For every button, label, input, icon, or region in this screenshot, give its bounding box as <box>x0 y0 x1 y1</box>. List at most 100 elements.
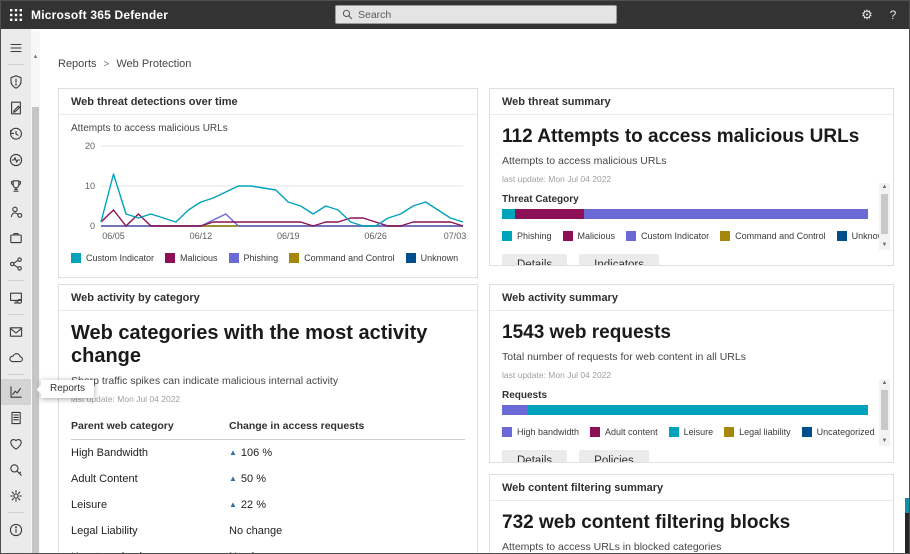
scrollbar-thumb[interactable] <box>881 194 888 234</box>
legend-swatch <box>626 231 637 241</box>
monitor-icon <box>8 290 24 306</box>
search-input[interactable]: Search <box>335 5 617 24</box>
scrollbar-thumb[interactable] <box>881 390 888 430</box>
mail-icon <box>8 324 24 340</box>
table-row: Leisure ▲ 22 % <box>71 492 465 518</box>
scrollbar-up-arrow-icon[interactable]: ▲ <box>881 380 888 386</box>
legend-item-unknown[interactable]: Unknown <box>836 231 889 241</box>
y-axis-label: 0 <box>90 221 95 231</box>
legend-swatch <box>562 231 573 241</box>
indicators-button[interactable]: Indicators <box>579 254 660 265</box>
scrollbar-up-arrow-icon[interactable]: ▲ <box>32 54 39 60</box>
legend-item-command-and-control[interactable]: Command and Control <box>289 253 395 263</box>
bar-segment-custom-indicator[interactable] <box>583 209 868 219</box>
sidebar-scrollbar[interactable]: ▲ <box>31 31 40 553</box>
sidebar-item-heart[interactable] <box>1 431 31 457</box>
scrollbar-down-arrow-icon[interactable]: ▼ <box>881 242 888 248</box>
sidebar-item-history[interactable] <box>1 121 31 147</box>
legend-swatch <box>289 253 300 263</box>
sidebar-divider <box>8 512 24 514</box>
top-bar: Microsoft 365 Defender Search ⚙ ? <box>1 1 909 29</box>
legend-label: High bandwidth <box>517 427 580 437</box>
sidebar-item-briefcase[interactable] <box>1 225 31 251</box>
policies-button[interactable]: Policies <box>579 450 649 462</box>
last-update: last update: Mon Jul 04 2022 <box>502 174 612 184</box>
line-chart-legend: Custom Indicator Malicious Phishing Command… <box>71 253 465 263</box>
legend-item-phishing[interactable]: Phishing <box>228 253 278 263</box>
legend-item-leisure[interactable]: Leisure <box>668 427 713 437</box>
app-launcher-waffle-icon[interactable] <box>1 9 31 21</box>
search-icon <box>342 9 353 20</box>
legend-item-phishing[interactable]: Phishing <box>502 231 552 241</box>
summary-subtitle: Attempts to access URLs in blocked categ… <box>502 541 722 553</box>
card-activity-summary: Web activity summary 1543 web requests T… <box>489 284 894 463</box>
legend-item-custom-indicator[interactable]: Custom Indicator <box>71 253 154 263</box>
legend-item-high-bandwidth[interactable]: High bandwidth <box>502 427 579 437</box>
settings-gear-icon[interactable]: ⚙ <box>861 7 873 22</box>
sidebar-item-menu[interactable] <box>1 35 31 61</box>
last-update: last update: Mon Jul 04 2022 <box>71 394 181 404</box>
bar-label: Threat Category <box>502 194 579 205</box>
legend-item-command-and-control[interactable]: Command and Control <box>720 231 826 241</box>
sidebar-item-trophy[interactable] <box>1 173 31 199</box>
legend-label: Adult content <box>605 427 658 437</box>
sidebar-item-info[interactable] <box>1 517 31 543</box>
bar-segment-leisure[interactable] <box>527 405 868 415</box>
category-cell: Uncategorized <box>71 544 229 553</box>
sidebar-item-shield[interactable] <box>1 69 31 95</box>
sidebar-item-gear[interactable] <box>1 483 31 509</box>
legend-label: Uncategorized <box>816 427 875 437</box>
sidebar-item-pulse[interactable] <box>1 147 31 173</box>
sidebar-item-person[interactable] <box>1 199 31 225</box>
scrollbar-thumb[interactable] <box>32 107 39 553</box>
increase-arrow-icon: ▲ <box>229 448 237 457</box>
bar-segment-malicious[interactable] <box>515 209 584 219</box>
x-axis-label: 07/03 <box>444 231 467 241</box>
breadcrumb-separator: > <box>103 58 110 70</box>
sidebar-item-line-chart-selected[interactable] <box>1 379 31 405</box>
legend-label: Malicious <box>180 253 218 263</box>
change-value: 50 % <box>240 473 266 485</box>
change-cell: ▲ 50 % <box>229 466 465 492</box>
info-icon <box>8 522 24 538</box>
legend-item-malicious[interactable]: Malicious <box>562 231 615 241</box>
left-nav <box>1 29 31 553</box>
threat-category-bar <box>502 209 868 219</box>
legend-swatch <box>71 253 81 263</box>
x-axis-label: 06/26 <box>364 231 387 241</box>
legend-item-malicious[interactable]: Malicious <box>165 253 218 263</box>
legend-swatch <box>836 231 847 241</box>
bar-segment-high-bandwidth[interactable] <box>502 405 528 415</box>
legend-item-adult-content[interactable]: Adult content <box>590 427 658 437</box>
increase-arrow-icon: ▲ <box>229 500 237 509</box>
sidebar-item-mail[interactable] <box>1 319 31 345</box>
sidebar-item-page-edit[interactable] <box>1 95 31 121</box>
details-button[interactable]: Details <box>502 450 568 462</box>
card-header: Web activity by category <box>59 285 477 311</box>
sidebar-item-share[interactable] <box>1 251 31 277</box>
category-cell: High Bandwidth <box>71 447 149 459</box>
legend-item-legal-liability[interactable]: Legal liability <box>724 427 791 437</box>
breadcrumb-reports[interactable]: Reports <box>58 58 97 70</box>
card-scrollbar[interactable]: ▲ ▼ <box>879 379 890 446</box>
details-button[interactable]: Details <box>502 254 568 265</box>
scrollbar-down-arrow-icon[interactable]: ▼ <box>881 438 888 444</box>
sidebar-item-document[interactable] <box>1 405 31 431</box>
sidebar-divider <box>8 314 24 316</box>
sidebar-item-monitor[interactable] <box>1 285 31 311</box>
card-content-filtering: Web content filtering summary 732 web co… <box>489 474 894 553</box>
change-value: No change <box>229 551 282 553</box>
card-scrollbar[interactable]: ▲ ▼ <box>879 183 890 250</box>
person-icon <box>8 204 24 220</box>
legend-item-unknown[interactable]: Unknown <box>405 253 458 263</box>
bar-segment-phishing[interactable] <box>502 209 516 219</box>
sidebar-item-cloud[interactable] <box>1 345 31 371</box>
summary-title: 112 Attempts to access malicious URLs <box>502 126 860 147</box>
shield-icon <box>8 74 24 90</box>
legend-item-uncategorized[interactable]: Uncategorized <box>801 427 875 437</box>
scrollbar-up-arrow-icon[interactable]: ▲ <box>881 184 888 190</box>
help-icon[interactable]: ? <box>889 8 897 22</box>
sidebar-item-magnifier[interactable] <box>1 457 31 483</box>
legend-item-custom-indicator[interactable]: Custom Indicator <box>626 231 709 241</box>
change-cell: No change <box>229 518 465 544</box>
